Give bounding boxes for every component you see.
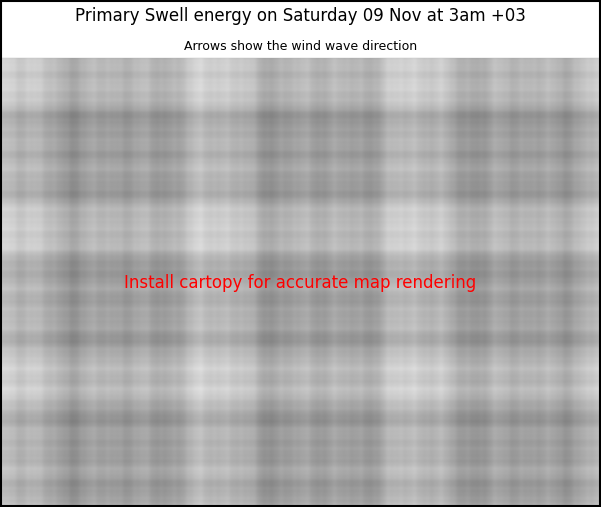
Text: Primary Swell energy on Saturday 09 Nov at 3am +03: Primary Swell energy on Saturday 09 Nov … [75,7,526,25]
Text: Install cartopy for accurate map rendering: Install cartopy for accurate map renderi… [124,274,477,292]
Text: Arrows show the wind wave direction: Arrows show the wind wave direction [184,40,417,53]
